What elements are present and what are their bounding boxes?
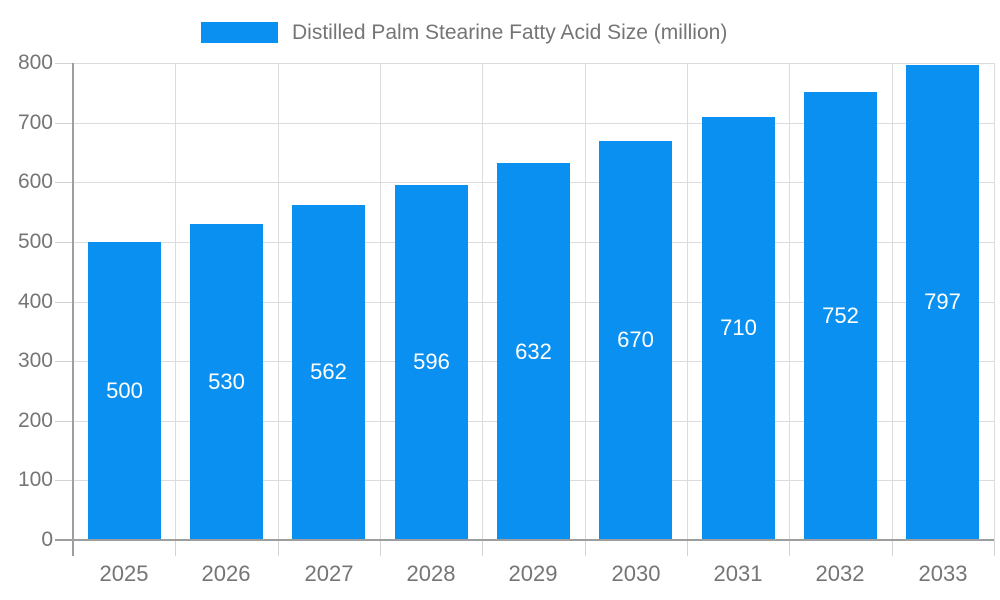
y-axis-tick	[55, 480, 73, 481]
y-axis-line	[72, 63, 74, 556]
x-axis-label: 2026	[201, 561, 251, 586]
bar-2025[interactable]	[88, 242, 161, 540]
bar-2030[interactable]	[599, 141, 672, 540]
x-axis-label: 2028	[406, 561, 456, 586]
bar-value-label: 752	[822, 303, 859, 328]
v-gridline	[175, 63, 176, 540]
bar-2031[interactable]	[702, 117, 775, 540]
bar-value-label: 562	[310, 359, 347, 384]
x-axis-tick	[482, 540, 483, 556]
x-axis-tick	[175, 540, 176, 556]
bar-2033[interactable]	[906, 65, 979, 540]
x-axis-label: 2030	[611, 561, 661, 586]
x-axis-tick	[380, 540, 381, 556]
bar-value-label: 596	[413, 349, 450, 374]
x-axis-label: 2031	[713, 561, 763, 586]
x-axis-label: 2029	[508, 561, 558, 586]
y-axis-label: 400	[17, 290, 53, 313]
y-axis-label: 0	[41, 528, 53, 551]
bar-value-label: 670	[617, 327, 654, 352]
v-gridline	[278, 63, 279, 540]
legend-label: Distilled Palm Stearine Fatty Acid Size …	[292, 21, 728, 44]
bar-value-label: 797	[924, 289, 961, 314]
x-axis-tick	[687, 540, 688, 556]
x-axis-tick	[994, 540, 995, 556]
bar-2032[interactable]	[804, 92, 877, 540]
bar-2026[interactable]	[190, 224, 263, 540]
v-gridline	[994, 63, 995, 540]
y-axis-label: 600	[17, 170, 53, 193]
v-gridline	[585, 63, 586, 540]
v-gridline	[380, 63, 381, 540]
y-axis-tick	[55, 63, 73, 64]
y-axis-tick	[55, 242, 73, 243]
y-axis-tick	[55, 182, 73, 183]
y-axis-label: 100	[17, 468, 53, 491]
y-axis-tick	[55, 302, 73, 303]
y-axis-tick	[55, 421, 73, 422]
y-axis-label: 200	[17, 409, 53, 432]
h-gridline	[73, 123, 994, 124]
y-axis-tick	[55, 123, 73, 124]
bar-value-label: 632	[515, 339, 552, 364]
h-gridline	[73, 63, 994, 64]
x-axis-tick	[789, 540, 790, 556]
y-axis-label: 800	[17, 51, 53, 74]
y-axis-label: 700	[17, 111, 53, 134]
x-axis-label: 2032	[815, 561, 865, 586]
x-axis-tick	[585, 540, 586, 556]
x-axis-label: 2027	[304, 561, 354, 586]
y-axis-label: 500	[17, 230, 53, 253]
y-axis-tick	[55, 361, 73, 362]
bar-2027[interactable]	[292, 205, 365, 540]
bar-value-label: 530	[208, 369, 245, 394]
v-gridline	[482, 63, 483, 540]
x-axis-line	[55, 539, 994, 541]
x-axis-tick	[278, 540, 279, 556]
bar-2029[interactable]	[497, 163, 570, 540]
bar-2028[interactable]	[395, 185, 468, 540]
legend[interactable]: Distilled Palm Stearine Fatty Acid Size …	[201, 22, 727, 43]
v-gridline	[789, 63, 790, 540]
bar-value-label: 500	[106, 378, 143, 403]
v-gridline	[892, 63, 893, 540]
bar-value-label: 710	[720, 315, 757, 340]
v-gridline	[687, 63, 688, 540]
x-axis-tick	[892, 540, 893, 556]
x-axis-label: 2025	[99, 561, 149, 586]
legend-swatch	[201, 22, 278, 43]
y-axis-label: 300	[17, 349, 53, 372]
x-axis-label: 2033	[918, 561, 968, 586]
